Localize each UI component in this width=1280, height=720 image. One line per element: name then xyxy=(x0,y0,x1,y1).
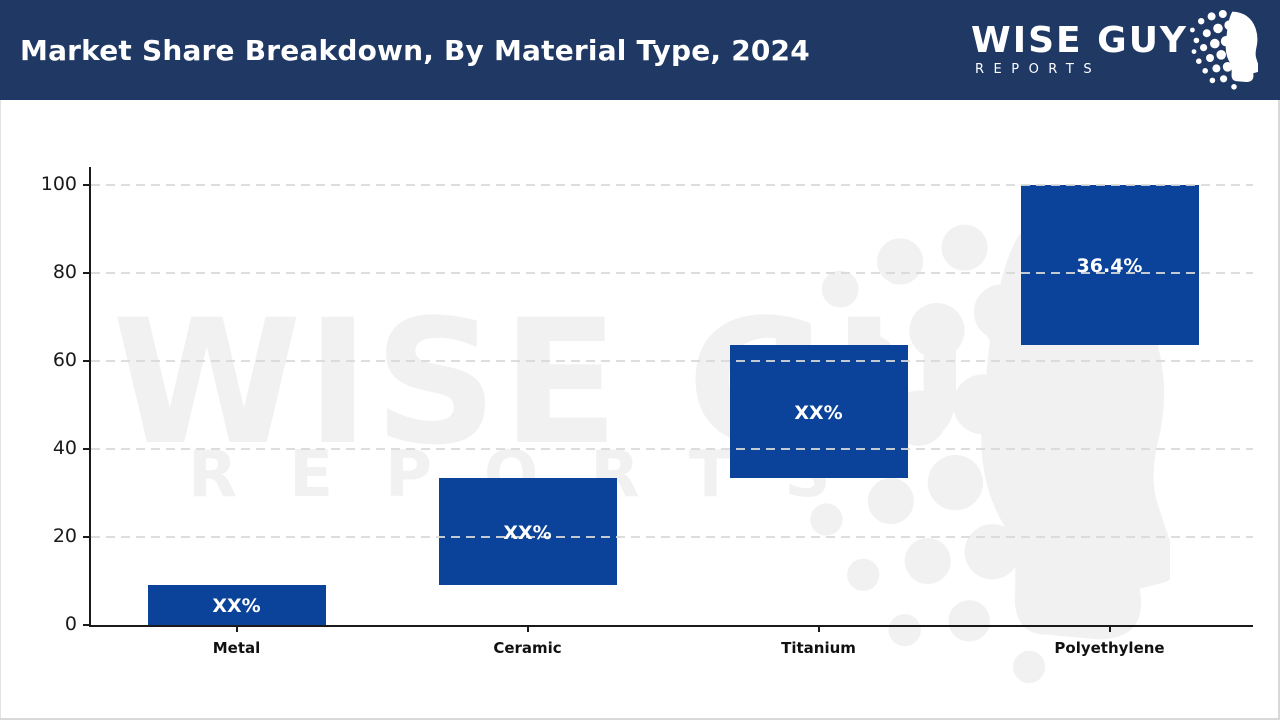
bar-polyethylene xyxy=(1020,185,1199,346)
y-tick-label-60: 60 xyxy=(52,349,77,371)
y-tick-label-100: 100 xyxy=(40,173,77,195)
gridline-60 xyxy=(91,360,1253,362)
y-tick-mark-60 xyxy=(83,360,91,362)
brand-face-icon xyxy=(1190,10,1258,90)
brand-logo-text: WISE GUY REPORTS xyxy=(970,20,1188,78)
bar-value-label-metal: XX% xyxy=(212,594,261,617)
bar-value-label-ceramic: XX% xyxy=(503,521,552,544)
gridline-100 xyxy=(91,184,1253,186)
chart-area: WISE GUY REPORTS XX% XX% XX% 36.4% 0 20 40 60 80… xyxy=(0,100,1280,720)
y-tick-mark-100 xyxy=(83,184,91,186)
x-tick-mark-ceramic xyxy=(526,625,529,632)
y-tick-mark-0 xyxy=(83,624,91,626)
x-tick-mark-titanium xyxy=(817,625,820,632)
left-border xyxy=(0,100,1,720)
bar-value-label-titanium: XX% xyxy=(794,401,843,424)
bottom-border xyxy=(0,718,1280,720)
brand-subname: REPORTS xyxy=(974,62,1102,77)
gridline-20 xyxy=(91,536,1253,538)
x-tick-mark-metal xyxy=(235,625,238,632)
right-border xyxy=(1278,100,1280,720)
x-tick-label-titanium: Titanium xyxy=(781,639,856,657)
y-tick-label-0: 0 xyxy=(64,613,77,635)
gridline-40 xyxy=(91,448,1253,450)
bar-ceramic xyxy=(438,478,617,585)
x-tick-mark-polyethylene xyxy=(1108,625,1111,632)
chart-title: Market Share Breakdown, By Material Type… xyxy=(20,33,810,67)
header-bar: Market Share Breakdown, By Material Type… xyxy=(0,0,1280,100)
y-tick-label-80: 80 xyxy=(52,261,77,283)
x-tick-label-metal: Metal xyxy=(212,639,261,657)
brand-logo: WISE GUY REPORTS xyxy=(971,9,1258,91)
y-tick-mark-80 xyxy=(83,272,91,274)
y-tick-mark-40 xyxy=(83,448,91,450)
brand-name: WISE GUY xyxy=(970,20,1188,61)
bar-value-label-polyethylene: 36.4% xyxy=(1076,255,1143,278)
y-tick-mark-20 xyxy=(83,536,91,538)
x-tick-label-polyethylene: Polyethylene xyxy=(1054,639,1165,657)
bar-metal xyxy=(147,584,326,625)
bar-titanium xyxy=(729,345,908,479)
x-tick-label-ceramic: Ceramic xyxy=(493,639,562,657)
gridline-80 xyxy=(91,272,1253,274)
plot-area: XX% XX% XX% 36.4% 0 20 40 60 80 100 Metal Ceramic Ti… xyxy=(41,167,1253,657)
y-tick-label-40: 40 xyxy=(52,437,77,459)
y-tick-label-20: 20 xyxy=(52,525,77,547)
